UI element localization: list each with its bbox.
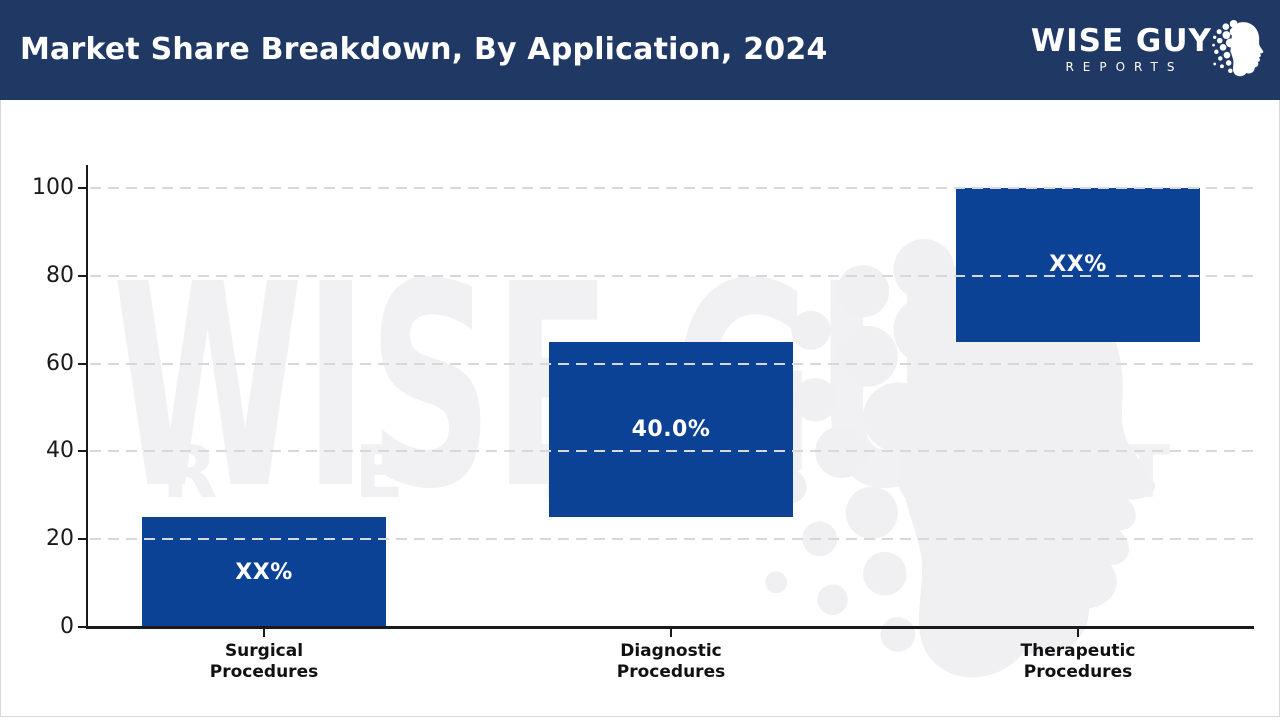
gridline-60 [90, 362, 1253, 365]
y-tick-80 [78, 274, 87, 277]
gridline-20 [90, 538, 1253, 541]
gridline-100 [90, 187, 1253, 189]
category-label: Diagnostic Procedures [541, 641, 801, 683]
y-tick-label: 60 [46, 350, 74, 376]
y-tick-20 [78, 538, 87, 541]
brand-text: WISE GUY REPORTS [1031, 24, 1212, 74]
bar-segment: XX% [956, 188, 1200, 342]
bar-value-label: XX% [235, 559, 293, 585]
x-tick-3 [1077, 629, 1079, 637]
bar-value-label: 40.0% [631, 416, 711, 442]
y-tick-label: 100 [32, 175, 74, 200]
category-label-line2: Procedures [616, 662, 726, 682]
x-tick-1 [263, 629, 265, 637]
gridline-80 [90, 274, 1253, 277]
category-label-line2: Procedures [209, 662, 319, 682]
y-tick-100 [78, 187, 87, 189]
x-axis-spine [86, 626, 1254, 629]
gridline-40 [90, 450, 1253, 453]
brand-subtitle: REPORTS [1065, 60, 1184, 74]
y-tick-0 [78, 626, 87, 628]
category-label-line2: Procedures [1023, 662, 1133, 682]
y-tick-40 [78, 450, 87, 453]
category-label: Surgical Procedures [134, 641, 394, 683]
y-tick-label: 40 [46, 438, 74, 464]
bar-segment: 40.0% [549, 341, 793, 518]
category-label-line1: Surgical [224, 641, 304, 661]
brand-logo: WISE GUY REPORTS [1031, 8, 1266, 90]
bar-segment: XX% [142, 517, 386, 627]
brand-face-icon [1212, 20, 1264, 77]
category-label-line1: Diagnostic [620, 641, 722, 661]
y-tick-60 [78, 362, 87, 365]
category-label-line1: Therapeutic [1020, 641, 1136, 661]
category-label: Therapeutic Procedures [948, 641, 1208, 683]
y-tick-label: 20 [46, 526, 74, 552]
y-axis-spine [86, 165, 88, 628]
page-title: Market Share Breakdown, By Application, … [20, 32, 828, 67]
bar-value-label: XX% [1049, 252, 1107, 278]
y-tick-label: 0 [60, 614, 74, 639]
x-tick-2 [670, 629, 672, 637]
brand-name: WISE GUY [1030, 23, 1212, 59]
y-tick-label: 80 [46, 262, 74, 288]
header-bar: Market Share Breakdown, By Application, … [0, 0, 1280, 100]
